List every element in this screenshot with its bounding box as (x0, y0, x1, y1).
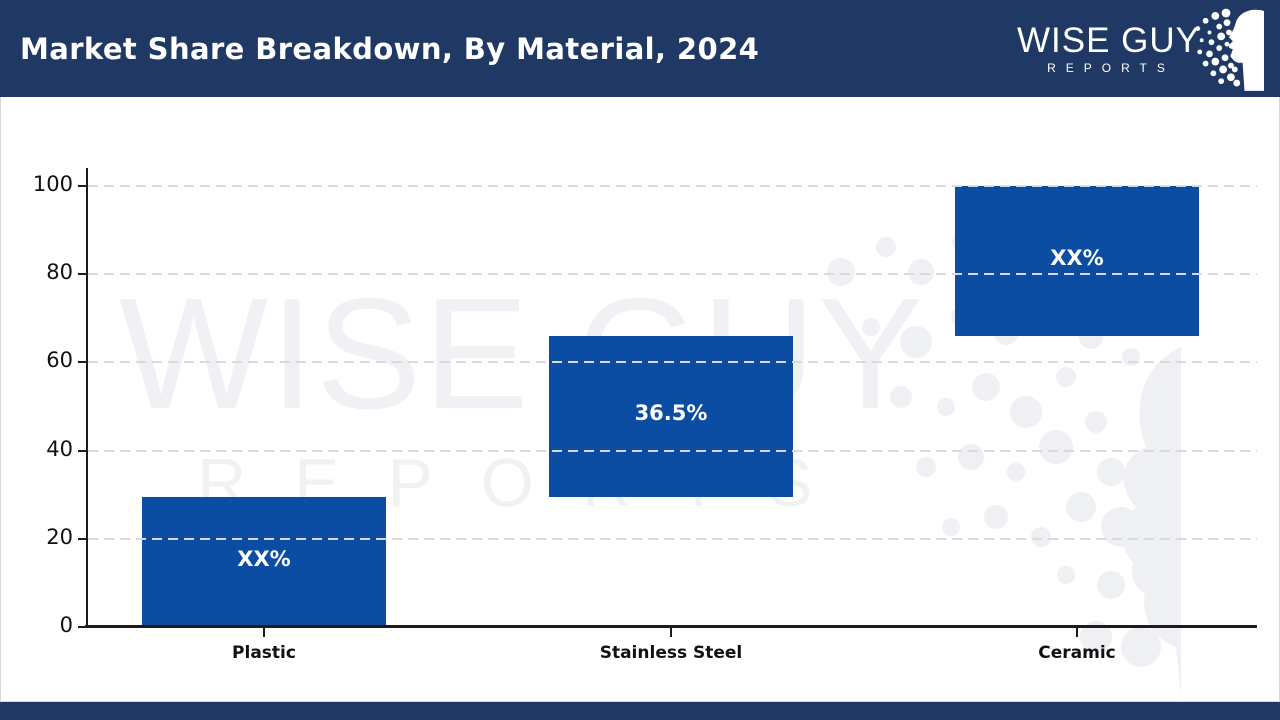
logo-wordmark: WISE GUY (1016, 20, 1200, 60)
footer-bar (0, 702, 1280, 720)
x-tick-label: Stainless Steel (599, 643, 743, 663)
logo-text: WISE GUY REPORTS (1017, 23, 1200, 75)
bar-value-label: 36.5% (634, 401, 708, 426)
gridline (88, 185, 1257, 187)
x-tick-mark (1076, 628, 1078, 637)
waterfall-chart: 0 20 40 60 80 100 XX% 36.5% XX% Plastic Stainless … (1, 97, 1279, 701)
x-tick-mark (670, 628, 672, 637)
bar-value-label: XX% (1050, 245, 1104, 270)
page-title: Market Share Breakdown, By Material, 202… (20, 31, 760, 66)
y-tick-label: 100 (32, 172, 73, 196)
gridline (88, 537, 1257, 540)
y-tick-label: 80 (46, 260, 73, 285)
x-tick-mark (263, 628, 265, 637)
x-axis (85, 625, 1257, 628)
bar-value-label: XX% (237, 546, 291, 571)
y-tick-label: 20 (46, 524, 73, 549)
y-tick-mark (78, 185, 86, 187)
bar-segment (142, 496, 386, 627)
logo-head-icon (1195, 8, 1264, 91)
y-tick-label: 60 (46, 348, 73, 373)
y-tick-label: 0 (59, 613, 73, 637)
chart-area: WISE GUY REPORTS (0, 97, 1280, 702)
y-tick-mark (78, 273, 86, 276)
wise-guy-reports-logo: WISE GUY REPORTS (1017, 7, 1264, 91)
y-tick-mark (78, 449, 86, 452)
logo-subtitle: REPORTS (1047, 60, 1175, 75)
y-axis (86, 168, 88, 628)
bar-segment (955, 186, 1199, 336)
y-tick-mark (78, 537, 86, 540)
gridline (88, 449, 1257, 452)
x-tick-label: Plastic (232, 643, 296, 663)
gridline (88, 273, 1257, 276)
x-tick-label: Ceramic (1038, 643, 1116, 663)
y-tick-label: 40 (46, 436, 73, 461)
header-bar: Market Share Breakdown, By Material, 202… (0, 0, 1280, 97)
y-tick-mark (78, 626, 86, 628)
gridline (88, 361, 1257, 364)
y-tick-mark (78, 361, 86, 364)
